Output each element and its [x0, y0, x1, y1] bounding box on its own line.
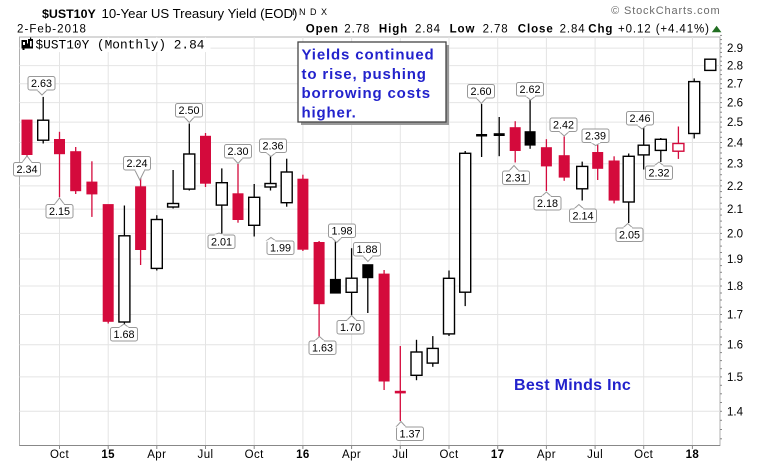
svg-text:higher.: higher. [302, 104, 357, 121]
svg-text:2.39: 2.39 [585, 131, 606, 143]
svg-text:2-Feb-2018: 2-Feb-2018 [17, 24, 87, 36]
svg-text:16: 16 [296, 449, 310, 461]
svg-text:Oct: Oct [439, 449, 458, 461]
svg-text:Oct: Oct [634, 449, 653, 461]
svg-text:15: 15 [101, 449, 115, 461]
svg-text:2.6: 2.6 [727, 98, 743, 110]
svg-text:10-Year US Treasury Yield (EOD: 10-Year US Treasury Yield (EOD) [102, 6, 298, 21]
svg-text:$UST10Y (Monthly) 2.84: $UST10Y (Monthly) 2.84 [36, 37, 205, 52]
svg-text:2.2: 2.2 [727, 181, 743, 193]
svg-text:Close: Close [518, 24, 554, 36]
svg-text:2.62: 2.62 [519, 84, 540, 96]
svg-text:2.05: 2.05 [619, 230, 640, 242]
svg-text:2.78: 2.78 [483, 24, 509, 36]
svg-text:2.24: 2.24 [126, 158, 147, 170]
svg-text:1.68: 1.68 [113, 329, 134, 341]
svg-text:2.9: 2.9 [727, 43, 743, 55]
svg-text:to rise, pushing: to rise, pushing [302, 66, 427, 83]
svg-text:1.63: 1.63 [312, 343, 333, 355]
svg-text:Oct: Oct [245, 449, 264, 461]
svg-text:2.5: 2.5 [727, 117, 743, 129]
svg-text:+0.12 (+4.41%): +0.12 (+4.41%) [618, 24, 710, 36]
svg-text:18: 18 [686, 449, 700, 461]
svg-text:1.98: 1.98 [331, 226, 352, 238]
svg-text:1.9: 1.9 [727, 254, 743, 266]
svg-text:2.8: 2.8 [727, 61, 743, 73]
svg-text:© StockCharts.com: © StockCharts.com [611, 5, 720, 17]
svg-text:$UST10Y: $UST10Y [42, 7, 96, 21]
svg-text:Apr: Apr [342, 449, 361, 461]
svg-text:2.14: 2.14 [572, 211, 593, 223]
svg-text:2.34: 2.34 [16, 164, 37, 176]
svg-text:2.0: 2.0 [727, 228, 743, 240]
svg-text:Best Minds Inc: Best Minds Inc [514, 377, 631, 394]
svg-text:1.4: 1.4 [727, 406, 744, 418]
svg-text:Oct: Oct [50, 449, 69, 461]
svg-text:Jul: Jul [392, 449, 408, 461]
svg-text:2.84: 2.84 [560, 24, 586, 36]
svg-text:2.63: 2.63 [31, 78, 52, 90]
svg-text:Jul: Jul [198, 449, 214, 461]
svg-text:1.8: 1.8 [727, 281, 743, 293]
svg-text:2.30: 2.30 [227, 146, 248, 158]
svg-text:1.5: 1.5 [727, 372, 743, 384]
svg-text:2.01: 2.01 [211, 237, 232, 249]
svg-text:2.60: 2.60 [470, 86, 491, 98]
svg-text:2.31: 2.31 [505, 173, 526, 185]
svg-text:Apr: Apr [537, 449, 556, 461]
svg-text:2.50: 2.50 [178, 105, 199, 117]
svg-text:borrowing costs: borrowing costs [302, 85, 431, 102]
svg-text:2.7: 2.7 [727, 79, 743, 91]
svg-text:2.4: 2.4 [727, 138, 744, 150]
svg-text:1.7: 1.7 [727, 310, 743, 322]
svg-text:High: High [379, 24, 408, 36]
svg-text:1.6: 1.6 [727, 340, 743, 352]
svg-text:2.78: 2.78 [344, 24, 370, 36]
svg-text:Apr: Apr [147, 449, 166, 461]
svg-text:INDX: INDX [292, 7, 332, 17]
svg-text:2.1: 2.1 [727, 204, 743, 216]
svg-text:Low: Low [450, 24, 476, 36]
svg-text:Yields continued: Yields continued [302, 47, 435, 64]
svg-text:Open: Open [306, 24, 339, 36]
svg-text:17: 17 [491, 449, 505, 461]
svg-text:2.42: 2.42 [553, 120, 574, 132]
svg-text:Chg: Chg [588, 24, 613, 36]
svg-text:2.15: 2.15 [49, 206, 70, 218]
svg-text:1.70: 1.70 [340, 322, 361, 334]
svg-text:1.37: 1.37 [399, 429, 420, 441]
svg-text:2.36: 2.36 [262, 141, 283, 153]
svg-text:2.3: 2.3 [727, 159, 743, 171]
svg-text:2.84: 2.84 [415, 24, 441, 36]
svg-text:2.18: 2.18 [537, 198, 558, 210]
svg-text:Jul: Jul [587, 449, 603, 461]
svg-text:1.99: 1.99 [270, 243, 291, 255]
svg-text:2.32: 2.32 [648, 168, 669, 180]
svg-text:1.88: 1.88 [356, 244, 377, 256]
svg-text:2.46: 2.46 [629, 113, 650, 125]
